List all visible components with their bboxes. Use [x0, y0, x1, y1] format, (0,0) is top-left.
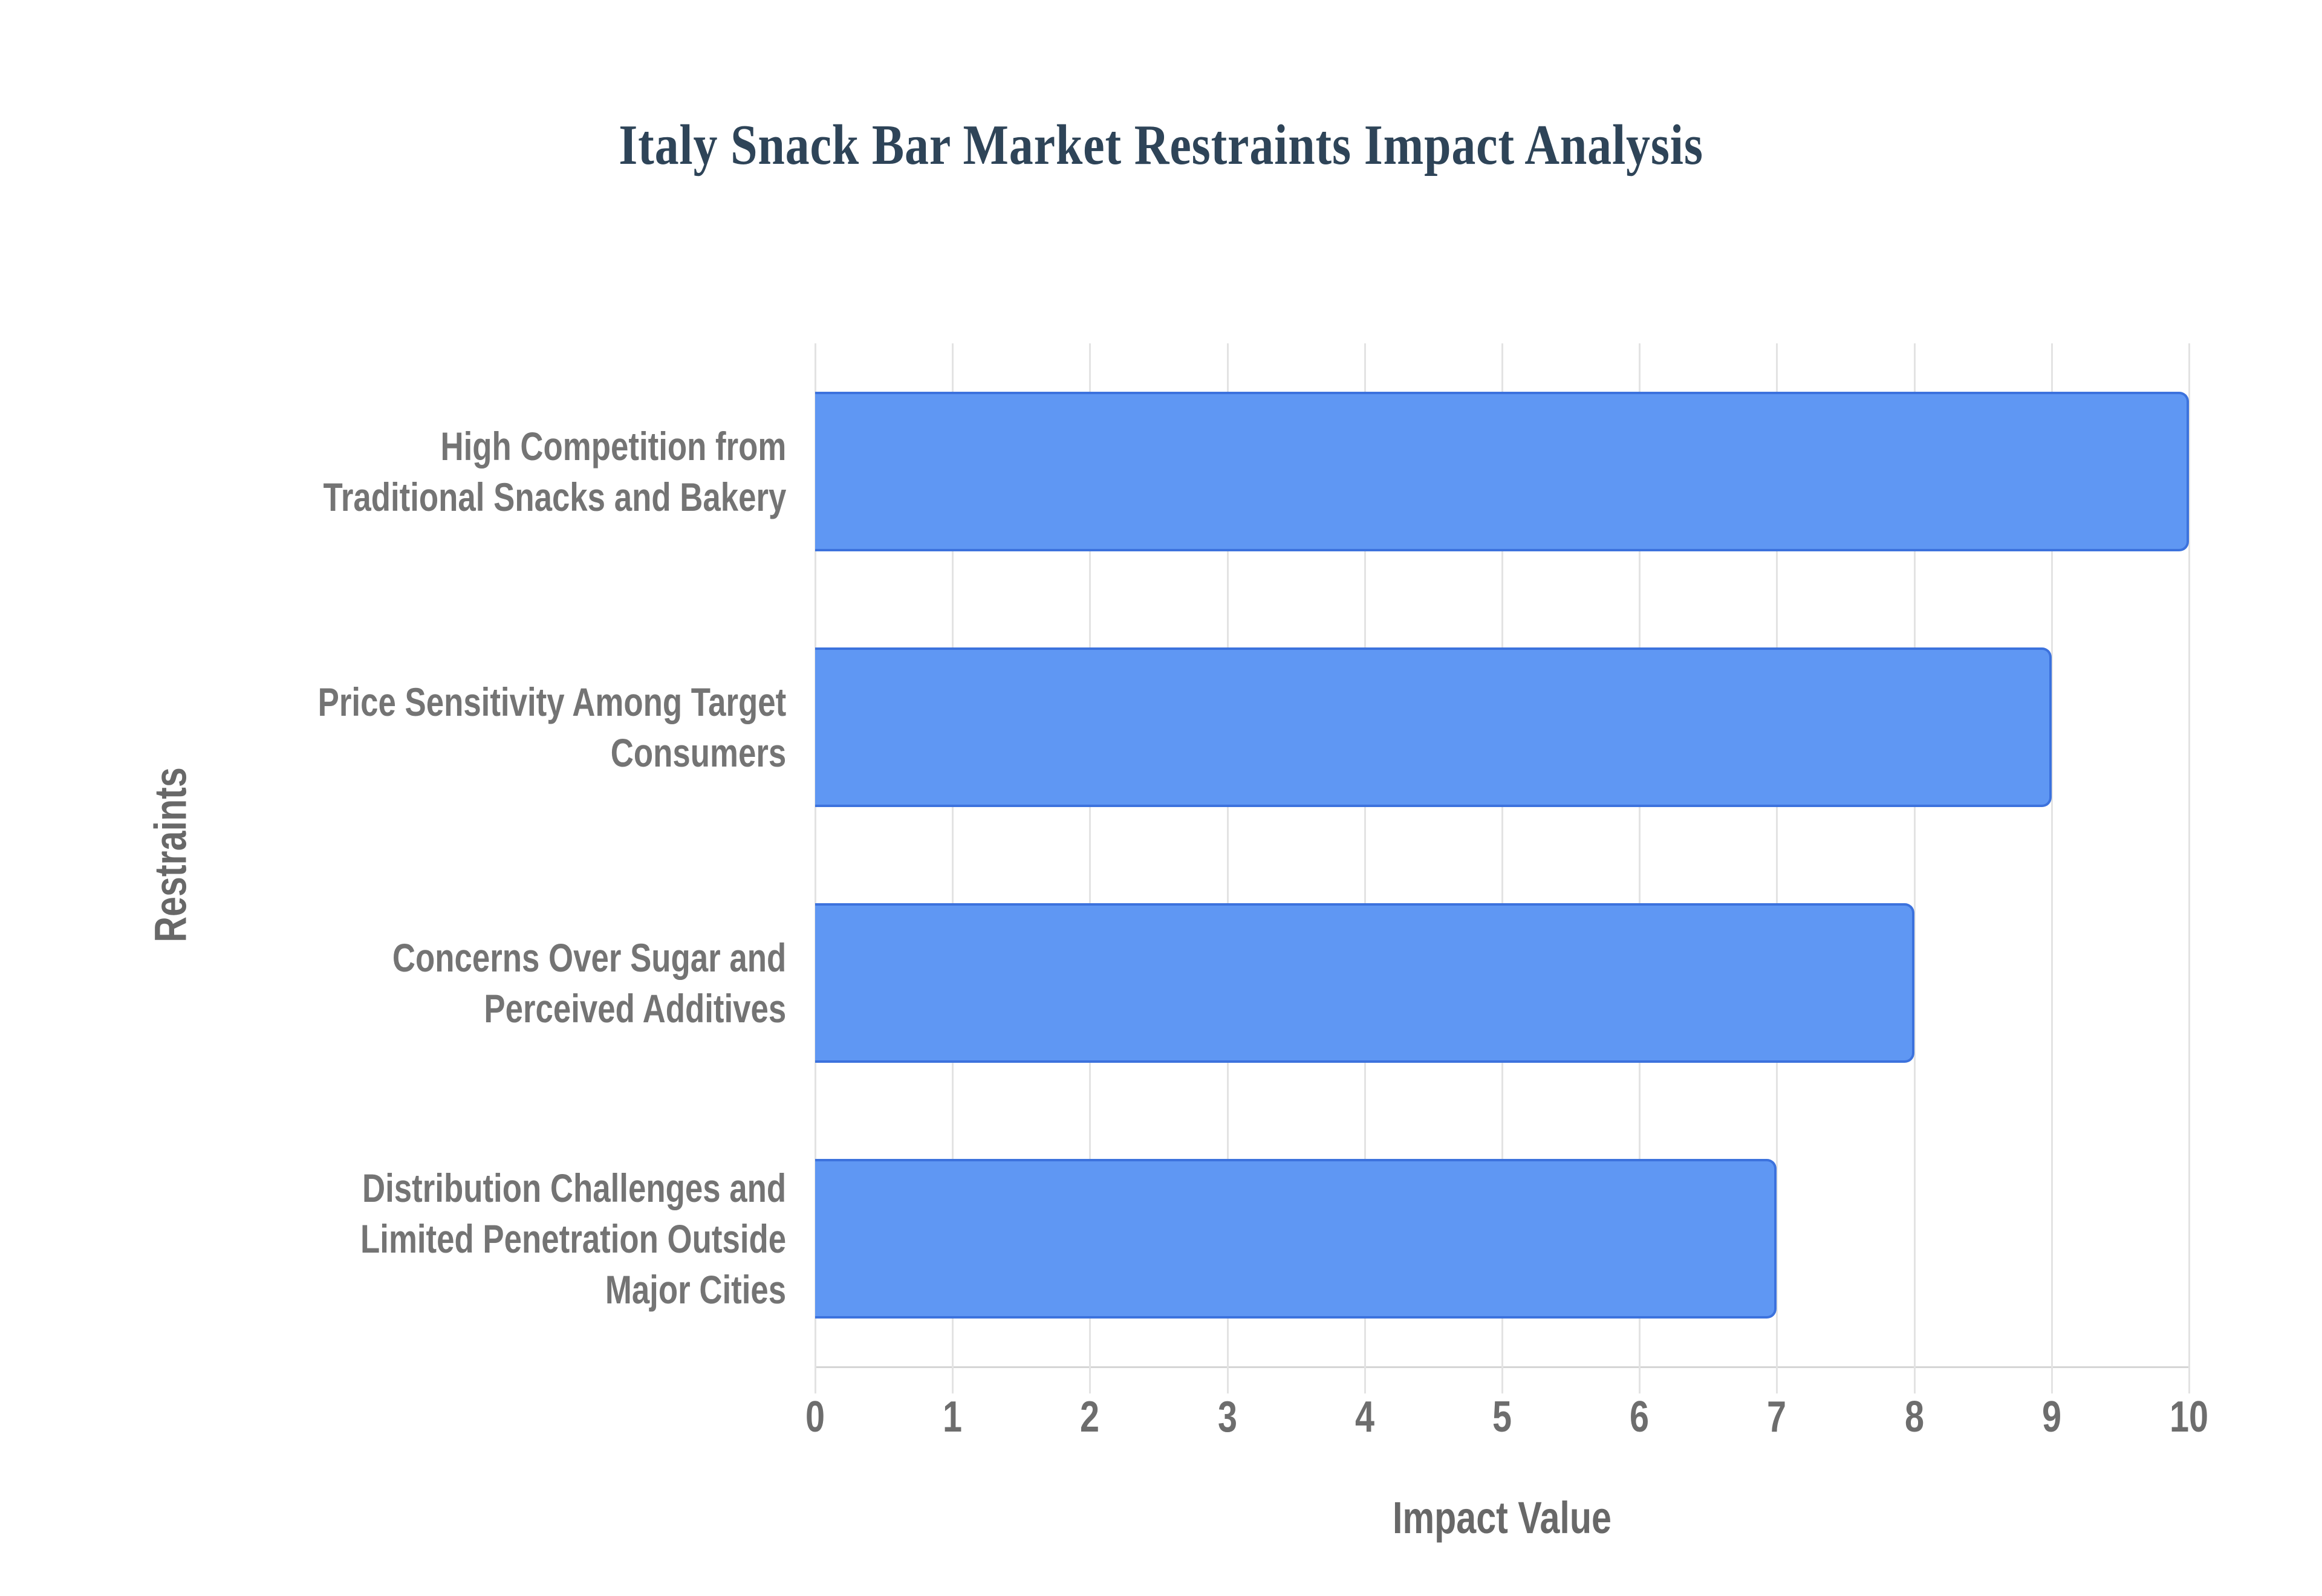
- category-label-line: Major Cities: [605, 1267, 786, 1312]
- bar-2[interactable]: [815, 647, 2052, 807]
- x-tick-label-3: 3: [1217, 1393, 1237, 1441]
- x-axis-title: Impact Value: [1393, 1493, 1611, 1543]
- x-tick-label-9: 9: [2041, 1393, 2061, 1441]
- gridline-x-10: [2188, 343, 2190, 1393]
- gridline-x-3: [1226, 343, 1229, 1393]
- category-label-line: Perceived Additives: [484, 985, 786, 1031]
- gridline-x-6: [1639, 343, 1641, 1393]
- bar-4[interactable]: [815, 1158, 1777, 1319]
- gridline-x-9: [2050, 343, 2053, 1393]
- bar-series: [815, 343, 2189, 1366]
- category-label-line: Concerns Over Sugar and: [392, 935, 786, 980]
- category-label-line: Consumers: [610, 730, 786, 775]
- x-tick-label-8: 8: [1904, 1393, 1924, 1441]
- bar-row-2: [815, 599, 2189, 855]
- bar-1[interactable]: [815, 391, 2189, 551]
- gridline-x-5: [1501, 343, 1503, 1393]
- category-label-line: Distribution Challenges and: [362, 1165, 786, 1210]
- x-tick-label-1: 1: [943, 1393, 963, 1441]
- x-tick-label-0: 0: [805, 1393, 825, 1441]
- category-label-line: Traditional Snacks and Bakery: [323, 474, 786, 519]
- category-label-line: Price Sensitivity Among Target: [317, 679, 786, 724]
- bar-3[interactable]: [815, 903, 1914, 1063]
- chart-title: Italy Snack Bar Market Restraints Impact…: [619, 114, 1703, 177]
- x-tick-label-4: 4: [1354, 1393, 1374, 1441]
- x-tick-label-2: 2: [1080, 1393, 1100, 1441]
- gridline-x-7: [1776, 343, 1778, 1393]
- bar-row-3: [815, 855, 2189, 1111]
- gridline-x-2: [1089, 343, 1091, 1393]
- category-label-line: High Competition from: [440, 423, 786, 469]
- bar-row-1: [815, 343, 2189, 599]
- category-label-4: Distribution Challenges and Limited Penet…: [360, 1163, 786, 1315]
- category-label-line: Limited Penetration Outside: [360, 1216, 786, 1261]
- plot-area: [815, 343, 2190, 1393]
- x-axis-tick-labels: 0 1 2 3 4 5 6 7 8 9 10: [805, 1392, 2208, 1459]
- gridline-x-0: [815, 343, 816, 1393]
- category-label-1: High Competition from Traditional Snacks …: [323, 421, 786, 522]
- category-label-3: Concerns Over Sugar and Perceived Additiv…: [392, 932, 786, 1034]
- gridline-x-4: [1364, 343, 1366, 1393]
- x-tick-label-7: 7: [1767, 1393, 1787, 1441]
- x-tick-label-5: 5: [1492, 1393, 1512, 1441]
- bar-row-4: [815, 1111, 2189, 1366]
- x-tick-label-10: 10: [2169, 1393, 2209, 1441]
- x-tick-label-6: 6: [1630, 1393, 1650, 1441]
- category-label-2: Price Sensitivity Among Target Consumers: [317, 676, 786, 778]
- gridline-x-8: [1913, 343, 1916, 1393]
- gridline-x-1: [952, 343, 954, 1393]
- category-axis-labels: High Competition from Traditional Snacks …: [0, 0, 786, 1596]
